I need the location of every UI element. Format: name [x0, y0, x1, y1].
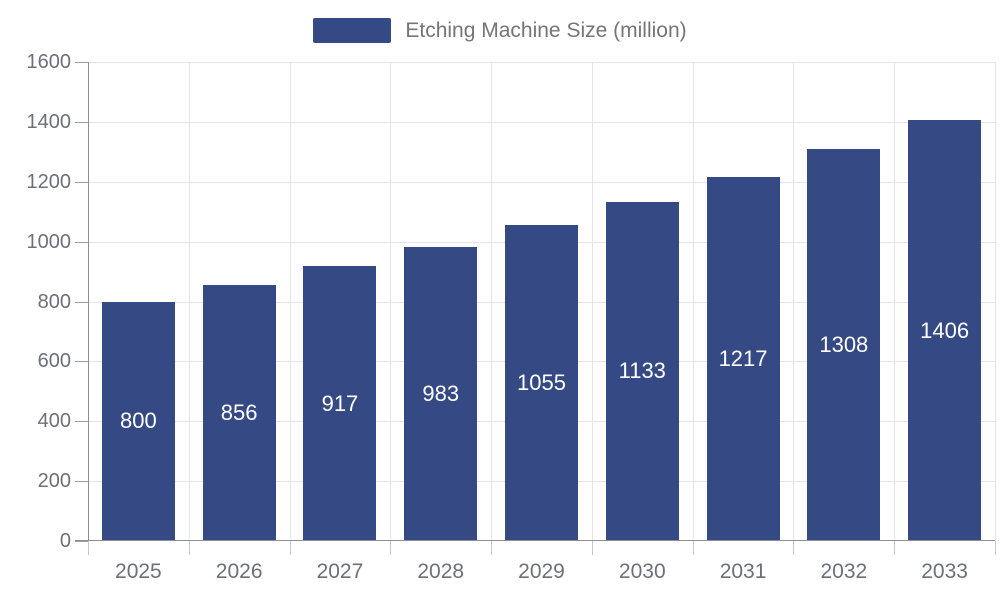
h-gridline-1600	[88, 62, 995, 63]
v-gridline	[491, 62, 493, 541]
x-axis-tick-label-2025: 2025	[115, 560, 162, 583]
y-axis-line	[88, 62, 89, 541]
x-tick-mark	[692, 541, 694, 555]
x-axis-tick-label-2026: 2026	[215, 560, 263, 583]
bar-value-label-2030: 1133	[618, 358, 666, 384]
y-tick-mark	[75, 361, 88, 363]
y-axis-tick-label: 1600	[26, 51, 72, 73]
x-tick-mark	[995, 541, 996, 555]
y-axis-tick-label: 400	[37, 410, 71, 433]
bar-2032: 1308	[807, 149, 881, 541]
y-tick-mark	[75, 241, 88, 243]
bar-2026: 856	[202, 284, 276, 541]
bar-2025: 800	[101, 301, 175, 541]
x-tick-mark	[591, 541, 593, 555]
x-axis-tick-label-2033: 2033	[921, 560, 968, 583]
bar-value-label-2025: 800	[120, 408, 157, 434]
v-gridline	[793, 62, 795, 541]
v-gridline	[995, 62, 996, 541]
legend-item[interactable]: Etching Machine Size (million)	[0, 14, 1000, 46]
bar-value-label-2032: 1308	[819, 332, 869, 358]
bar-value-label-2033: 1406	[920, 317, 970, 343]
h-gridline-1400	[88, 121, 995, 123]
legend-label: Etching Machine Size (million)	[405, 18, 687, 42]
bar-2028: 983	[404, 246, 478, 541]
bar-value-label-2029: 1055	[517, 370, 566, 396]
x-axis-tick-label-2029: 2029	[518, 560, 565, 583]
plot-area: 800 856 917 983 1055 1133 1217 1308 1406	[75, 62, 996, 541]
bar-2029: 1055	[505, 225, 578, 541]
bar-2031: 1217	[706, 176, 780, 541]
y-tick-mark	[75, 421, 88, 423]
y-axis-tick-label: 1400	[26, 110, 72, 133]
bar-value-label-2028: 983	[422, 380, 460, 406]
bar-value-label-2026: 856	[220, 399, 258, 425]
x-tick-mark	[289, 541, 291, 555]
x-axis-tick-label-2027: 2027	[316, 560, 364, 583]
v-gridline	[390, 62, 392, 541]
y-tick-mark	[75, 541, 88, 542]
x-tick-mark	[793, 541, 795, 555]
bar-2027: 917	[303, 266, 377, 541]
x-axis-tick-label-2032: 2032	[820, 560, 868, 583]
x-axis-line	[75, 540, 995, 541]
y-axis-tick-label: 200	[37, 470, 71, 493]
legend-swatch	[313, 17, 392, 43]
x-axis-tick-label-2028: 2028	[417, 560, 465, 583]
y-axis-tick-label: 1200	[26, 170, 72, 193]
bar-2030: 1133	[605, 201, 679, 541]
bar-value-label-2027: 917	[321, 390, 359, 416]
v-gridline	[188, 62, 190, 541]
v-gridline	[289, 62, 291, 541]
x-axis-tick-label-2030: 2030	[618, 560, 666, 583]
y-tick-mark	[75, 181, 88, 183]
x-tick-mark	[491, 541, 493, 555]
y-tick-mark	[75, 481, 88, 483]
x-tick-mark	[390, 541, 392, 555]
y-axis-tick-label: 0	[59, 530, 71, 552]
y-tick-mark	[75, 121, 88, 123]
x-tick-mark	[894, 541, 896, 555]
y-axis-tick-label: 1000	[26, 230, 72, 253]
y-axis-tick-label: 800	[37, 290, 71, 313]
v-gridline	[591, 62, 593, 541]
y-tick-mark	[75, 62, 88, 63]
v-gridline	[692, 62, 694, 541]
bar-value-label-2031: 1217	[718, 345, 768, 371]
x-axis-tick-label-2031: 2031	[719, 560, 767, 583]
bar-2033: 1406	[908, 120, 982, 541]
v-gridline	[894, 62, 896, 541]
h-gridline-1200	[88, 181, 995, 183]
y-tick-mark	[75, 301, 88, 303]
x-tick-mark	[188, 541, 190, 555]
y-axis-tick-label: 600	[37, 350, 71, 373]
x-tick-mark	[88, 541, 89, 555]
